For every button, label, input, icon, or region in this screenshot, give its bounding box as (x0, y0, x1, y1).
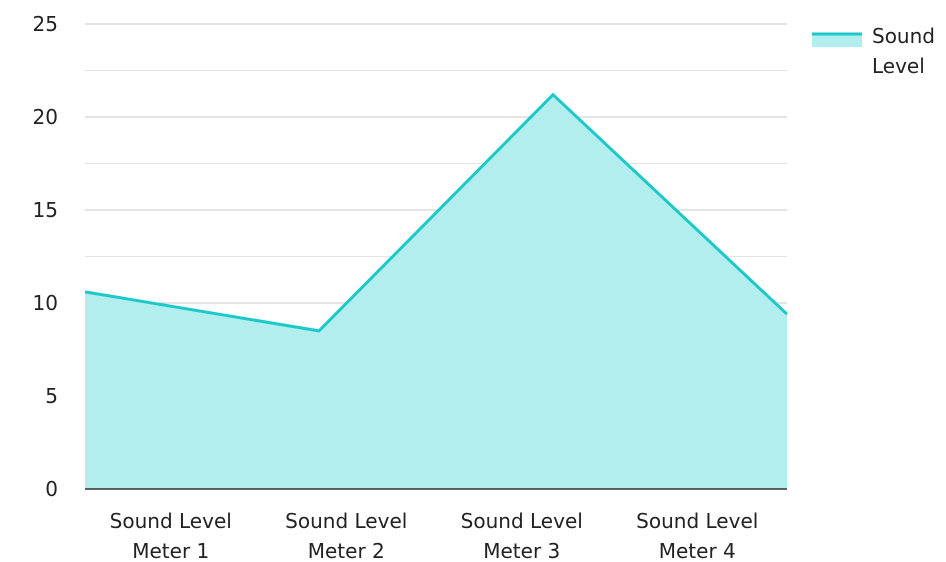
x-tick-labels: Sound Level Meter 1 Sound Level Meter 2 Soun… (110, 509, 759, 562)
x-tick-label: Sound Level Meter 2 (285, 509, 407, 562)
legend-swatch-fill (812, 34, 862, 47)
x-tick-label: Sound Level Meter 4 (636, 509, 758, 562)
x-tick-label: Sound Level Meter 3 (461, 509, 583, 562)
y-tick-label: 20 (33, 105, 58, 129)
area-fill (85, 94, 787, 490)
y-tick-label: 15 (33, 198, 58, 222)
y-tick-label: 5 (45, 384, 58, 408)
legend: Sound Level (812, 24, 935, 78)
x-tick-label: Sound Level Meter 1 (110, 509, 232, 562)
y-tick-labels: 0 5 10 15 20 25 (33, 12, 58, 501)
y-tick-label: 25 (33, 12, 58, 36)
legend-label: Sound Level (872, 24, 935, 78)
area-series (84, 92, 789, 490)
series-line (84, 92, 789, 333)
y-tick-label: 10 (33, 291, 58, 315)
y-tick-label: 0 (45, 477, 58, 501)
